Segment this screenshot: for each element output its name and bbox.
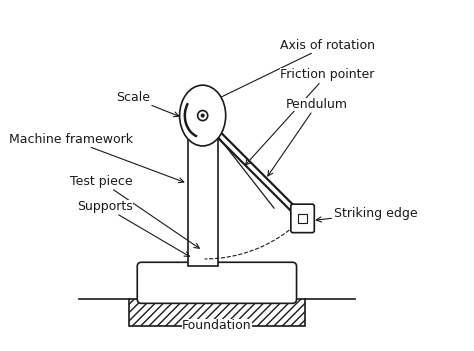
FancyBboxPatch shape (291, 204, 314, 233)
Text: Friction pointer: Friction pointer (246, 68, 374, 165)
Bar (298, 214, 307, 223)
FancyBboxPatch shape (137, 262, 297, 303)
Ellipse shape (180, 85, 226, 146)
FancyBboxPatch shape (129, 299, 305, 326)
Bar (188, 115, 218, 266)
Circle shape (201, 114, 204, 117)
Text: Test piece: Test piece (71, 175, 200, 248)
Text: Scale: Scale (116, 92, 179, 117)
Text: Supports: Supports (77, 200, 190, 257)
Circle shape (198, 111, 208, 121)
Text: Machine framework: Machine framework (9, 133, 184, 183)
Text: Axis of rotation: Axis of rotation (212, 39, 375, 101)
Text: Striking edge: Striking edge (316, 207, 418, 222)
Text: Foundation: Foundation (182, 319, 252, 332)
Text: Pendulum: Pendulum (268, 98, 348, 176)
